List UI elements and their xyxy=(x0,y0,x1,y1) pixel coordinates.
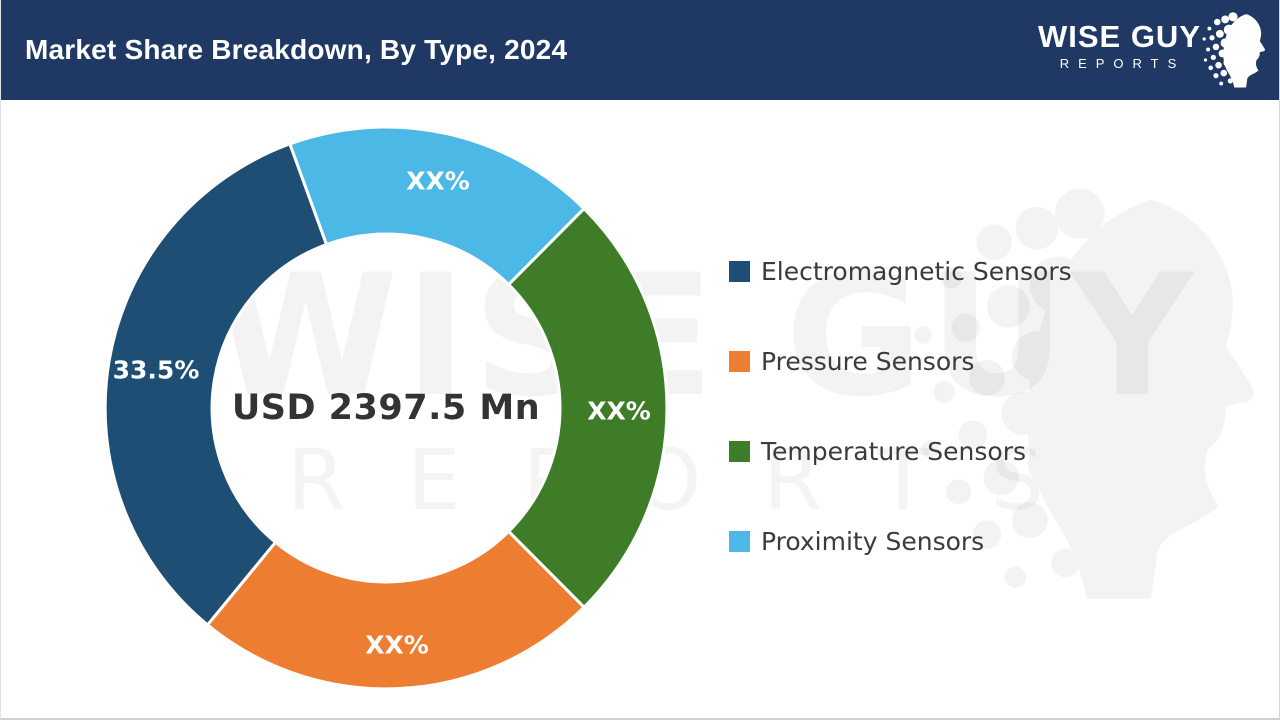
slice-label-electromagnetic: 33.5% xyxy=(112,355,200,385)
watermark-subtitle: REPORTS xyxy=(287,431,1107,529)
logo-subtitle: REPORTS xyxy=(1059,56,1186,71)
wiseguy-logo: WISE GUY REPORTS xyxy=(1017,6,1267,94)
slice-label-proximity: XX% xyxy=(406,166,470,196)
logo-text: WISE GUY REPORTS xyxy=(1038,20,1201,74)
legend-swatch-proximity-icon xyxy=(729,530,750,552)
legend-label: Temperature Sensors xyxy=(761,436,1027,466)
donut-center-value: USD 2397.5 Mn xyxy=(231,388,541,428)
legend-swatch-temperature-icon xyxy=(729,440,750,462)
legend-label: Pressure Sensors xyxy=(761,346,975,376)
logo-wordmark: WISE GUY xyxy=(1037,19,1201,54)
slice-proximity-sensors xyxy=(287,125,587,287)
slice-pressure-sensors xyxy=(205,529,587,691)
legend-label: Proximity Sensors xyxy=(761,526,985,556)
slice-electromagnetic-sensors xyxy=(103,141,329,628)
legend-item-electromagnetic: Electromagnetic Sensors xyxy=(729,254,1072,288)
legend-label: Electromagnetic Sensors xyxy=(761,256,1072,286)
slice-label-pressure: XX% xyxy=(365,630,429,660)
header-bar: Market Share Breakdown, By Type, 2024 WI… xyxy=(1,0,1279,100)
legend-item-temperature: Temperature Sensors xyxy=(729,434,1072,468)
page-title: Market Share Breakdown, By Type, 2024 xyxy=(25,34,568,65)
chart-legend: Electromagnetic Sensors Pressure Sensors… xyxy=(729,254,1072,614)
legend-swatch-electromagnetic-icon xyxy=(729,260,750,282)
legend-item-pressure: Pressure Sensors xyxy=(729,344,1072,378)
slice-temperature-sensors xyxy=(506,206,669,610)
slice-label-temperature: XX% xyxy=(587,396,651,426)
legend-swatch-pressure-icon xyxy=(729,350,750,372)
legend-item-proximity: Proximity Sensors xyxy=(729,524,1072,558)
